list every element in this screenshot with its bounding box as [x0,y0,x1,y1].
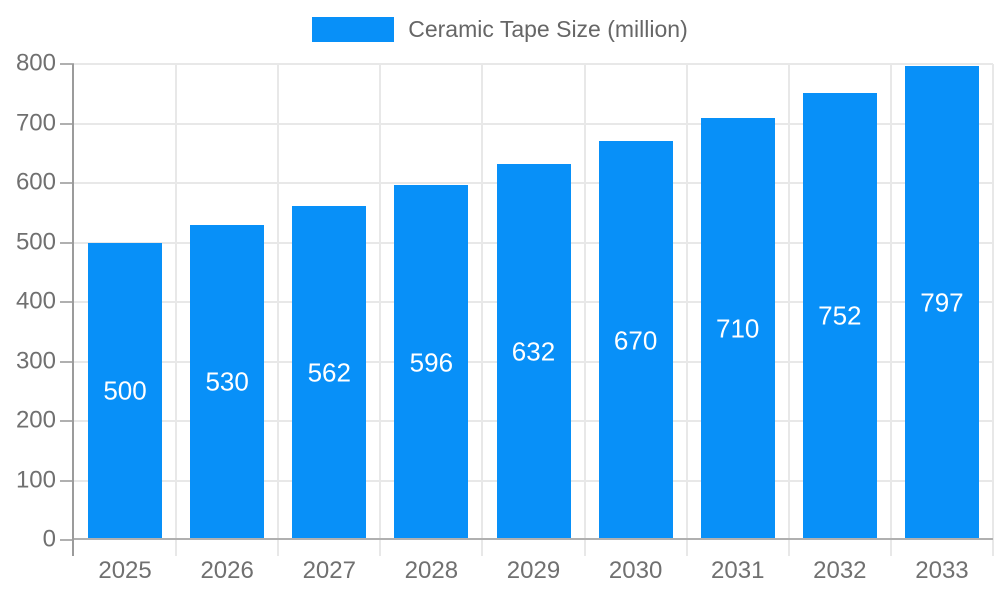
y-axis-tick [60,539,74,541]
bar-value-label: 632 [511,336,556,367]
x-tick-label: 2026 [200,557,254,584]
bar-2026[interactable]: 530 [190,224,265,540]
x-tick-label: 2025 [98,557,152,584]
gridline-vertical [481,64,484,556]
y-axis-tick [60,360,74,363]
x-tick-label: 2028 [404,557,459,584]
x-tick-label: 2031 [711,557,765,584]
gridline-horizontal [74,122,993,125]
y-tick-label: 600 [15,168,56,196]
x-tick-label: 2030 [608,557,663,584]
gridline-vertical [889,64,892,556]
bar-2032[interactable]: 752 [802,92,877,540]
bar-value-label: 752 [818,300,862,331]
plot-area: 500 530 562 596 632 670 710 752 797 [60,63,994,556]
bar-value-label: 596 [409,347,454,378]
bar-2029[interactable]: 632 [496,163,571,540]
gridline-vertical [583,64,586,556]
legend-swatch[interactable] [312,16,395,42]
y-axis-labels: 0 100 200 300 400 500 600 700 800 [0,49,56,552]
y-tick-label: 800 [15,49,56,77]
gridline-vertical [787,64,790,556]
y-axis-tick [60,479,74,482]
gridline-vertical [685,64,688,556]
bar-value-label: 670 [613,325,658,356]
x-tick-label: 2027 [302,557,356,584]
y-axis-tick [60,301,74,303]
x-axis-line [74,538,993,540]
y-axis-tick [60,420,74,422]
gridline-vertical [379,64,382,556]
bar-2028[interactable]: 596 [394,185,469,540]
bar-value-label: 797 [920,287,964,318]
y-axis-tick [60,182,74,184]
x-tick-label: 2033 [915,557,969,584]
bar-2027[interactable]: 562 [292,205,367,540]
gridline-vertical [277,64,280,556]
y-tick-label: 400 [15,287,56,315]
y-axis-tick [60,241,74,244]
bar-2030[interactable]: 670 [598,141,673,540]
y-tick-label: 100 [15,465,56,493]
y-axis-tick [60,122,74,125]
bar-2033[interactable]: 797 [904,65,979,540]
y-tick-label: 300 [15,346,56,374]
bar-2025[interactable]: 500 [88,242,163,540]
y-tick-label: 700 [15,108,56,136]
bar-2031[interactable]: 710 [700,117,775,540]
y-axis-line [72,64,74,556]
bar-value-label: 530 [205,366,249,397]
y-tick-label: 500 [15,227,56,255]
x-axis-labels: 2025 2026 2027 2028 2029 2030 2031 2032 2033 [74,557,993,591]
legend-label: Ceramic Tape Size (million) [408,16,688,42]
gridline-horizontal [74,63,993,65]
y-tick-label: 0 [42,525,56,553]
x-tick-label: 2029 [506,557,561,584]
gridline-vertical [992,64,994,556]
legend[interactable]: Ceramic Tape Size (million) [0,15,1000,43]
x-tick-label: 2032 [813,557,867,584]
bar-value-label: 500 [103,375,147,406]
bar-value-label: 710 [716,313,760,344]
y-tick-label: 200 [15,406,56,434]
y-axis-tick [60,63,74,65]
bar-value-label: 562 [307,357,351,388]
gridline-vertical [175,64,178,556]
